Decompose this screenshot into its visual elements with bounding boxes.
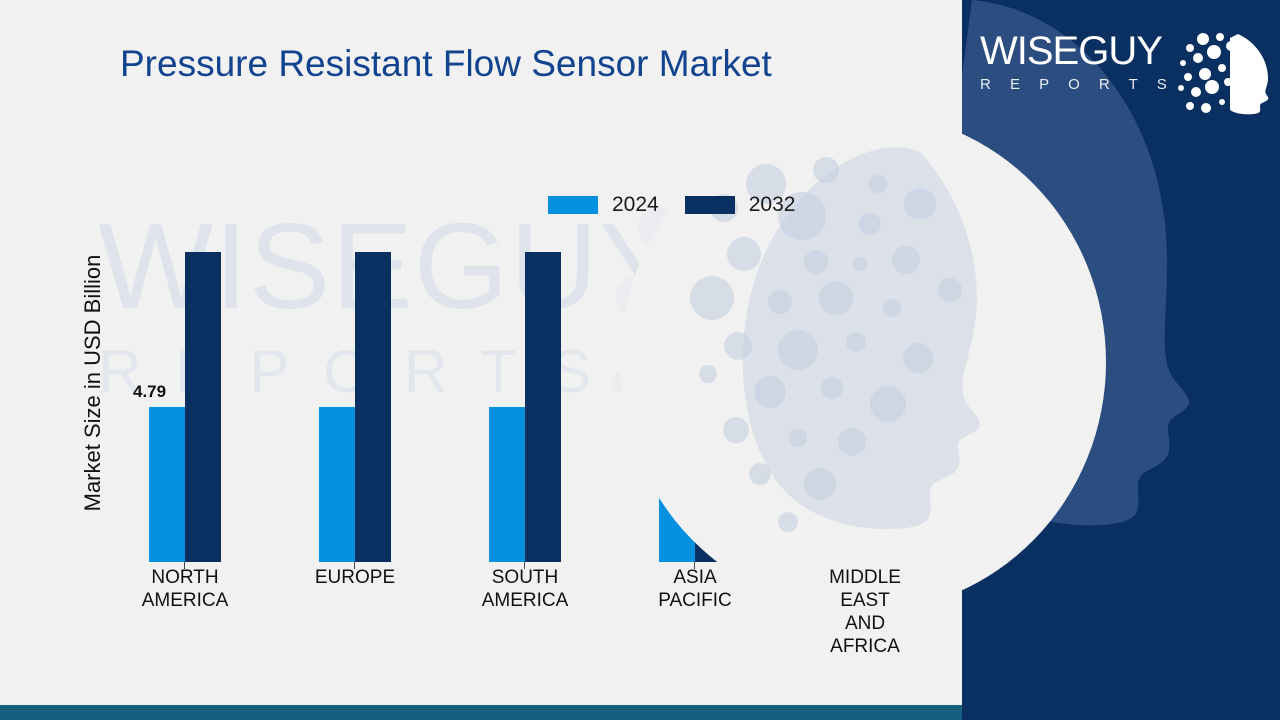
bar-value-label: 4.79 [133,382,167,401]
axis-tick [184,562,185,569]
axis-tick [524,562,525,569]
bar-group-south-america [450,230,600,569]
legend-item-2032: 2032 [684,193,796,217]
bar-2032[interactable] [355,252,391,562]
bar-2032[interactable] [185,252,221,562]
bar-2024[interactable] [319,407,355,562]
legend-item-2024: 2024 [548,193,659,217]
legend-swatch-2024 [548,196,598,214]
axis-tick [354,562,355,569]
category-line: PACIFIC [658,590,732,611]
logo-subtitle: R E P O R T S [980,76,1175,93]
category-line: EAST [840,590,890,611]
category-line: AMERICA [481,590,569,611]
category-line: NORTH [151,567,219,588]
category-line: MIDDLE [829,567,901,588]
chart-legend: 2024 2032 [548,193,795,217]
logo-wordmark: WISEGUY [980,29,1163,73]
category-line: SOUTH [491,567,559,588]
logo[interactable]: WISEGUY R E P O R T S [980,28,1270,123]
category-line: EUROPE [314,567,396,588]
bar-2032[interactable] [525,252,561,562]
legend-label-2032: 2032 [748,193,796,216]
category-line: ASIA [673,567,717,588]
bar-2024[interactable] [149,407,185,562]
category-line: AMERICA [141,590,229,611]
bar-2024[interactable] [489,407,525,562]
bar-group-europe [280,230,430,569]
legend-swatch-2032 [684,196,735,214]
axis-tick [694,562,695,569]
circle-head-graphic [620,112,1106,612]
y-axis-label: Market Size in USD Billion [80,254,105,512]
legend-label-2024: 2024 [612,193,659,216]
category-label-middle-east-and-africa: MIDDLE EAST AND AFRICA [790,566,940,658]
bar-wrap-2024: 4.79 [133,382,185,562]
bar-group-north-america: 4.79 [110,230,260,569]
category-label-asia-pacific: ASIA PACIFIC [620,566,770,612]
category-label-north-america: NORTH AMERICA [110,566,260,612]
logo-head-dots-icon [1176,30,1272,123]
category-label-europe: EUROPE [280,566,430,589]
page-title: Pressure Resistant Flow Sensor Market [120,43,772,84]
category-label-south-america: SOUTH AMERICA [450,566,600,612]
bottom-accent-strip [0,705,962,720]
category-line: AFRICA [830,636,900,657]
category-line: AND [844,613,886,634]
